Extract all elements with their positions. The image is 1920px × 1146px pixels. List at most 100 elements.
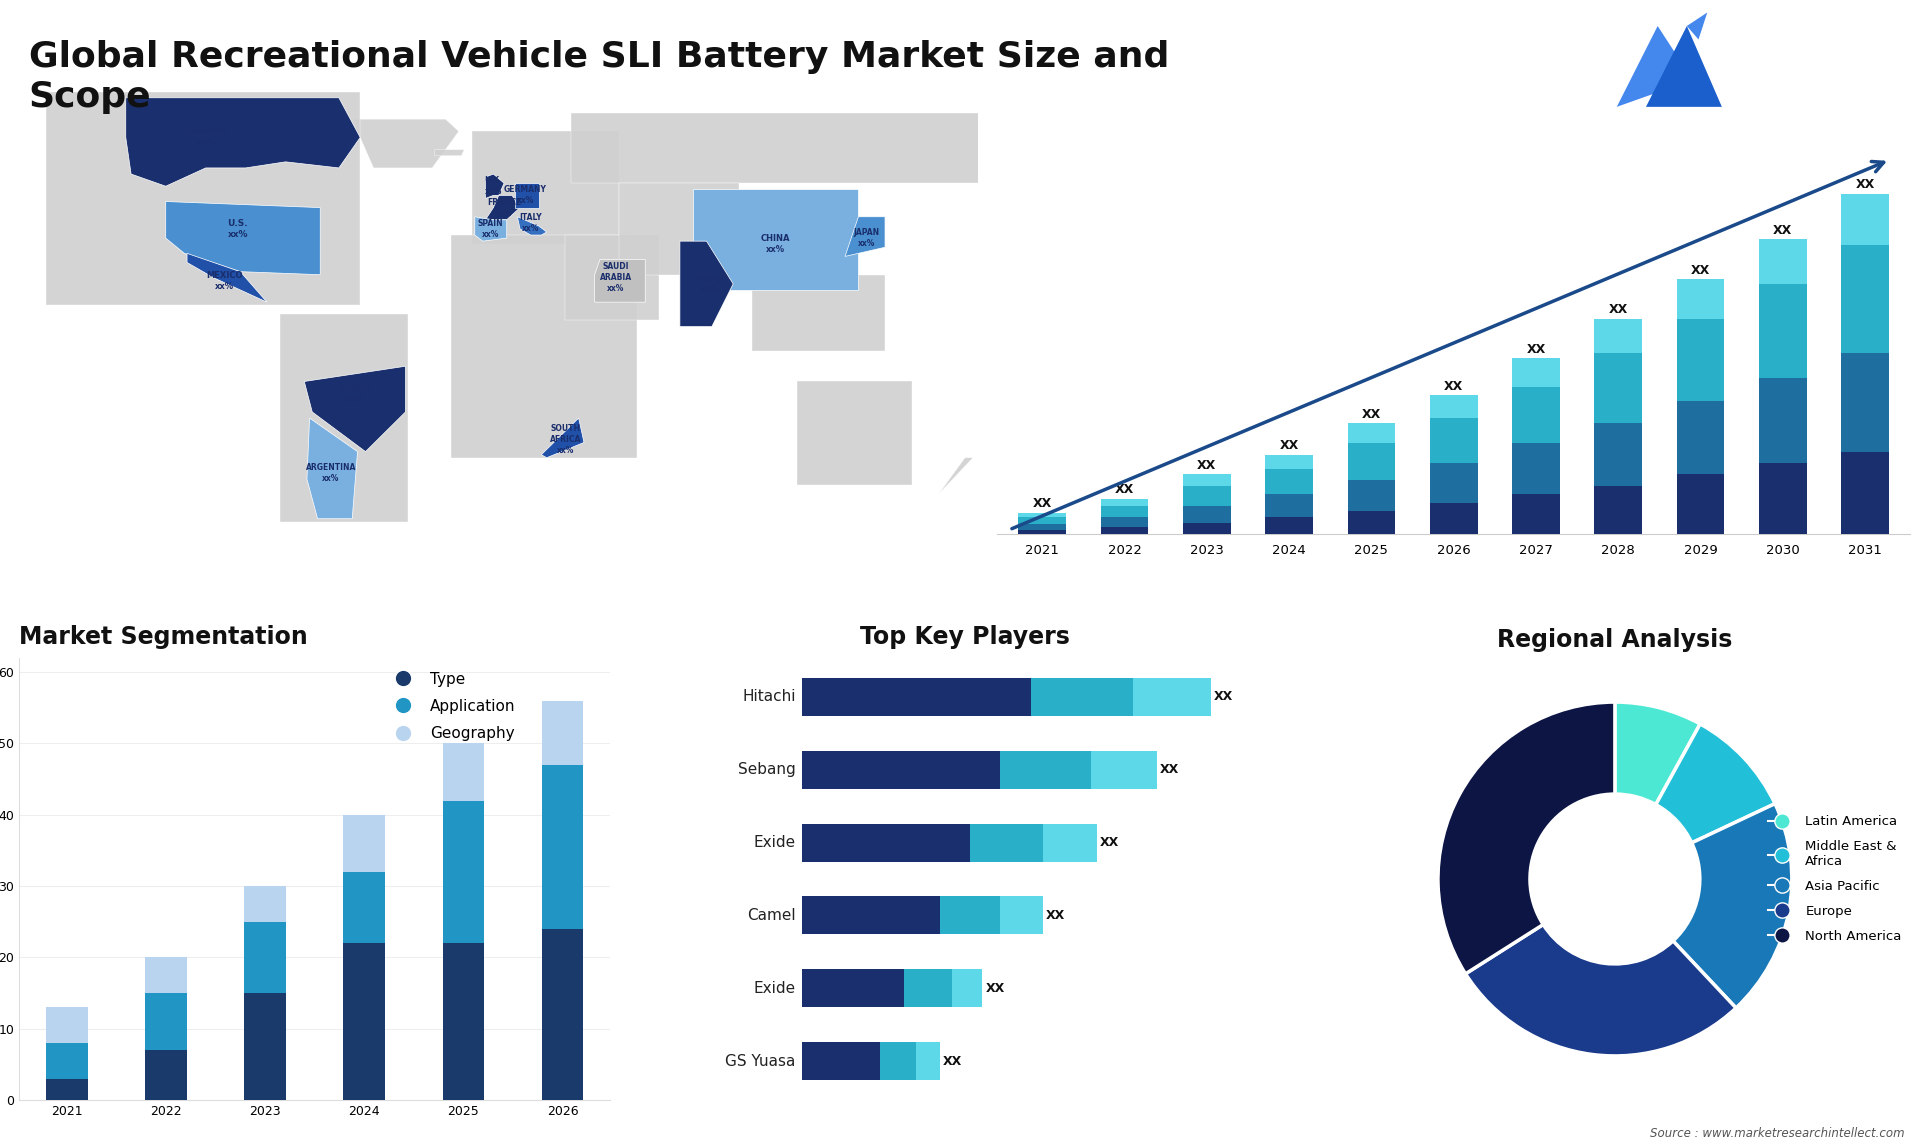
Bar [1348,480,1396,511]
Bar [244,921,286,994]
Polygon shape [1645,26,1722,107]
Bar [952,970,983,1007]
Text: XX: XX [1116,484,1135,496]
Text: FRANCE
xx%: FRANCE xx% [488,197,520,218]
Text: XX: XX [1160,763,1179,776]
Bar [1430,418,1478,463]
Wedge shape [1672,803,1791,1008]
Bar [1348,423,1396,444]
Text: XX: XX [1444,379,1463,393]
Bar [1018,512,1066,517]
Bar [1594,423,1642,486]
Bar [803,970,904,1007]
Polygon shape [472,132,618,244]
Bar [1430,395,1478,418]
Bar [1348,444,1396,480]
Bar [1841,353,1889,452]
Bar [1100,505,1148,517]
Bar [1676,401,1724,474]
Bar [344,815,386,872]
Bar [1430,503,1478,534]
Text: XX: XX [1198,460,1217,472]
Text: U.S.
xx%: U.S. xx% [227,219,248,240]
Text: XX: XX [1279,439,1298,453]
Text: Hitachi: Hitachi [743,690,795,705]
Text: BRAZIL
xx%: BRAZIL xx% [338,384,372,403]
Text: MEXICO
xx%: MEXICO xx% [205,270,242,291]
Bar [344,943,386,1100]
Bar [1513,386,1559,444]
Bar [1759,240,1807,284]
Bar [1000,896,1043,934]
Bar [1183,523,1231,534]
Text: CANADA
xx%: CANADA xx% [184,127,227,148]
Wedge shape [1655,724,1774,842]
Title: Top Key Players: Top Key Players [860,625,1069,649]
Text: CHINA
xx%: CHINA xx% [760,234,791,254]
Polygon shape [564,235,659,321]
Text: U.K.
xx%: U.K. xx% [484,176,503,196]
Text: INDIA
xx%: INDIA xx% [695,274,722,293]
Bar [1000,751,1091,788]
Bar [1759,463,1807,534]
Bar [1018,529,1066,534]
Text: XX: XX [1774,223,1793,237]
Bar [803,824,970,862]
Title: Regional Analysis: Regional Analysis [1498,628,1732,652]
Polygon shape [486,174,505,198]
Bar [541,764,584,929]
Text: XX: XX [1033,497,1052,510]
Polygon shape [618,183,739,275]
Text: MARKET: MARKET [1770,37,1818,47]
Polygon shape [595,259,645,303]
Text: Exide: Exide [755,835,795,850]
Bar [1183,474,1231,486]
Bar [803,896,941,934]
Polygon shape [541,418,584,457]
Polygon shape [939,457,973,494]
Bar [803,751,1000,788]
Text: Sebang: Sebang [737,762,795,777]
Text: XX: XX [1046,909,1066,921]
Bar [1513,444,1559,494]
Bar [444,801,484,943]
Bar [344,872,386,943]
Bar [1676,319,1724,401]
Bar [444,744,484,801]
Text: Market Segmentation: Market Segmentation [19,625,307,649]
Polygon shape [515,183,540,207]
Text: JAPAN
xx%: JAPAN xx% [852,228,879,249]
Polygon shape [307,418,357,519]
Polygon shape [693,189,858,290]
Bar [1841,194,1889,245]
Polygon shape [797,382,912,485]
Bar [1430,463,1478,503]
Bar [1265,517,1313,534]
Bar [803,1042,879,1080]
Bar [1183,486,1231,505]
Text: SAUDI
ARABIA
xx%: SAUDI ARABIA xx% [599,262,632,293]
Text: Global Recreational Vehicle SLI Battery Market Size and
Scope: Global Recreational Vehicle SLI Battery … [29,40,1169,113]
Bar [1594,319,1642,353]
Bar [146,994,186,1050]
Text: GERMANY
xx%: GERMANY xx% [503,186,547,205]
Text: ARGENTINA
xx%: ARGENTINA xx% [305,463,355,482]
Bar [1265,455,1313,469]
Bar [1183,505,1231,523]
Polygon shape [165,202,321,275]
Bar [941,896,1000,934]
Bar [1676,474,1724,534]
Polygon shape [474,217,507,241]
Text: XX: XX [943,1054,962,1068]
Bar [970,824,1043,862]
Bar [1759,284,1807,378]
Wedge shape [1438,702,1615,974]
Polygon shape [351,119,459,168]
Polygon shape [1617,26,1693,107]
Text: INTELLECT: INTELLECT [1764,93,1826,103]
Text: XX: XX [1609,304,1628,316]
Bar [1841,245,1889,353]
Bar [1676,278,1724,319]
Bar [46,1078,88,1100]
Bar [1513,494,1559,534]
